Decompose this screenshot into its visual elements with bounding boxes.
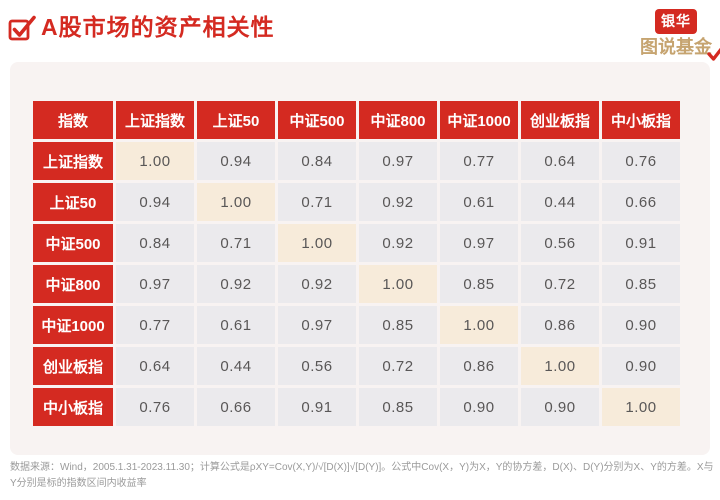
correlation-cell: 0.94 — [116, 183, 194, 221]
correlation-cell: 0.66 — [602, 183, 680, 221]
row-label: 中证1000 — [33, 306, 113, 344]
correlation-cell: 1.00 — [359, 265, 437, 303]
table-row: 中证1000 0.77 0.61 0.97 0.85 1.00 0.86 0.90 — [33, 306, 680, 344]
correlation-cell: 0.61 — [440, 183, 518, 221]
column-header-cell: 上证指数 — [116, 101, 194, 139]
correlation-cell: 0.44 — [521, 183, 599, 221]
footnote: 数据来源：Wind，2005.1.31-2023.11.30；计算公式是ρXY=… — [10, 462, 714, 489]
correlation-cell: 0.90 — [602, 347, 680, 385]
row-label: 中证800 — [33, 265, 113, 303]
correlation-table: 指数 上证指数 上证50 中证500 中证800 中证1000 创业板指 中小板指 上证指数 1… — [30, 98, 683, 429]
column-header-cell: 中证1000 — [440, 101, 518, 139]
correlation-cell: 0.84 — [278, 142, 356, 180]
correlation-cell: 0.76 — [602, 142, 680, 180]
table-row: 中证500 0.84 0.71 1.00 0.92 0.97 0.56 0.91 — [33, 224, 680, 262]
correlation-cell: 0.64 — [521, 142, 599, 180]
table-row: 中小板指 0.76 0.66 0.91 0.85 0.90 0.90 1.00 — [33, 388, 680, 426]
correlation-cell: 0.72 — [359, 347, 437, 385]
corner-header-cell: 指数 — [33, 101, 113, 139]
column-header-cell: 中证800 — [359, 101, 437, 139]
content-panel: 指数 上证指数 上证50 中证500 中证800 中证1000 创业板指 中小板指 上证指数 1… — [10, 62, 710, 455]
correlation-cell: 1.00 — [440, 306, 518, 344]
correlation-cell: 0.94 — [197, 142, 275, 180]
correlation-cell: 0.92 — [359, 224, 437, 262]
correlation-cell: 0.85 — [602, 265, 680, 303]
correlation-cell: 0.85 — [359, 306, 437, 344]
logo-check-icon — [707, 47, 720, 61]
row-label: 中小板指 — [33, 388, 113, 426]
correlation-cell: 1.00 — [197, 183, 275, 221]
correlation-cell: 0.66 — [197, 388, 275, 426]
column-header-cell: 上证50 — [197, 101, 275, 139]
correlation-cell: 0.90 — [440, 388, 518, 426]
row-label: 创业板指 — [33, 347, 113, 385]
column-header-cell: 中证500 — [278, 101, 356, 139]
table-row: 创业板指 0.64 0.44 0.56 0.72 0.86 1.00 0.90 — [33, 347, 680, 385]
logo-brand-badge: 银华 — [655, 9, 697, 34]
correlation-cell: 0.97 — [440, 224, 518, 262]
column-header-cell: 创业板指 — [521, 101, 599, 139]
logo-series-text: 图说基金 — [640, 33, 720, 61]
correlation-cell: 0.97 — [116, 265, 194, 303]
page-title: A股市场的资产相关性 — [41, 14, 275, 41]
correlation-cell: 0.92 — [197, 265, 275, 303]
correlation-cell: 1.00 — [116, 142, 194, 180]
correlation-cell: 0.64 — [116, 347, 194, 385]
correlation-table-wrap: 指数 上证指数 上证50 中证500 中证800 中证1000 创业板指 中小板指 上证指数 1… — [30, 98, 683, 429]
correlation-cell: 0.92 — [278, 265, 356, 303]
table-row: 上证指数 1.00 0.94 0.84 0.97 0.77 0.64 0.76 — [33, 142, 680, 180]
correlation-cell: 0.85 — [440, 265, 518, 303]
correlation-cell: 0.85 — [359, 388, 437, 426]
correlation-cell: 0.90 — [602, 306, 680, 344]
correlation-cell: 0.97 — [359, 142, 437, 180]
correlation-cell: 0.91 — [602, 224, 680, 262]
correlation-cell: 0.84 — [116, 224, 194, 262]
correlation-cell: 0.86 — [440, 347, 518, 385]
correlation-cell: 1.00 — [278, 224, 356, 262]
title-bar: A股市场的资产相关性 — [8, 14, 275, 42]
correlation-cell: 0.92 — [359, 183, 437, 221]
correlation-cell: 0.91 — [278, 388, 356, 426]
correlation-cell: 0.61 — [197, 306, 275, 344]
correlation-cell: 0.77 — [440, 142, 518, 180]
correlation-cell: 0.97 — [278, 306, 356, 344]
correlation-cell: 0.77 — [116, 306, 194, 344]
column-header-cell: 中小板指 — [602, 101, 680, 139]
checkbox-check-icon — [8, 15, 36, 41]
correlation-cell: 0.56 — [278, 347, 356, 385]
row-label: 上证指数 — [33, 142, 113, 180]
brand-logo: 银华 图说基金 — [640, 9, 720, 61]
correlation-cell: 0.76 — [116, 388, 194, 426]
correlation-cell: 0.71 — [278, 183, 356, 221]
correlation-cell: 0.44 — [197, 347, 275, 385]
correlation-cell: 0.72 — [521, 265, 599, 303]
correlation-cell: 0.86 — [521, 306, 599, 344]
header-row: 指数 上证指数 上证50 中证500 中证800 中证1000 创业板指 中小板指 — [33, 101, 680, 139]
correlation-cell: 0.56 — [521, 224, 599, 262]
correlation-cell: 0.71 — [197, 224, 275, 262]
logo-series-label: 图说基金 — [640, 37, 712, 57]
correlation-cell: 1.00 — [602, 388, 680, 426]
row-label: 中证500 — [33, 224, 113, 262]
row-label: 上证50 — [33, 183, 113, 221]
table-row: 上证50 0.94 1.00 0.71 0.92 0.61 0.44 0.66 — [33, 183, 680, 221]
correlation-cell: 1.00 — [521, 347, 599, 385]
correlation-cell: 0.90 — [521, 388, 599, 426]
table-row: 中证800 0.97 0.92 0.92 1.00 0.85 0.72 0.85 — [33, 265, 680, 303]
